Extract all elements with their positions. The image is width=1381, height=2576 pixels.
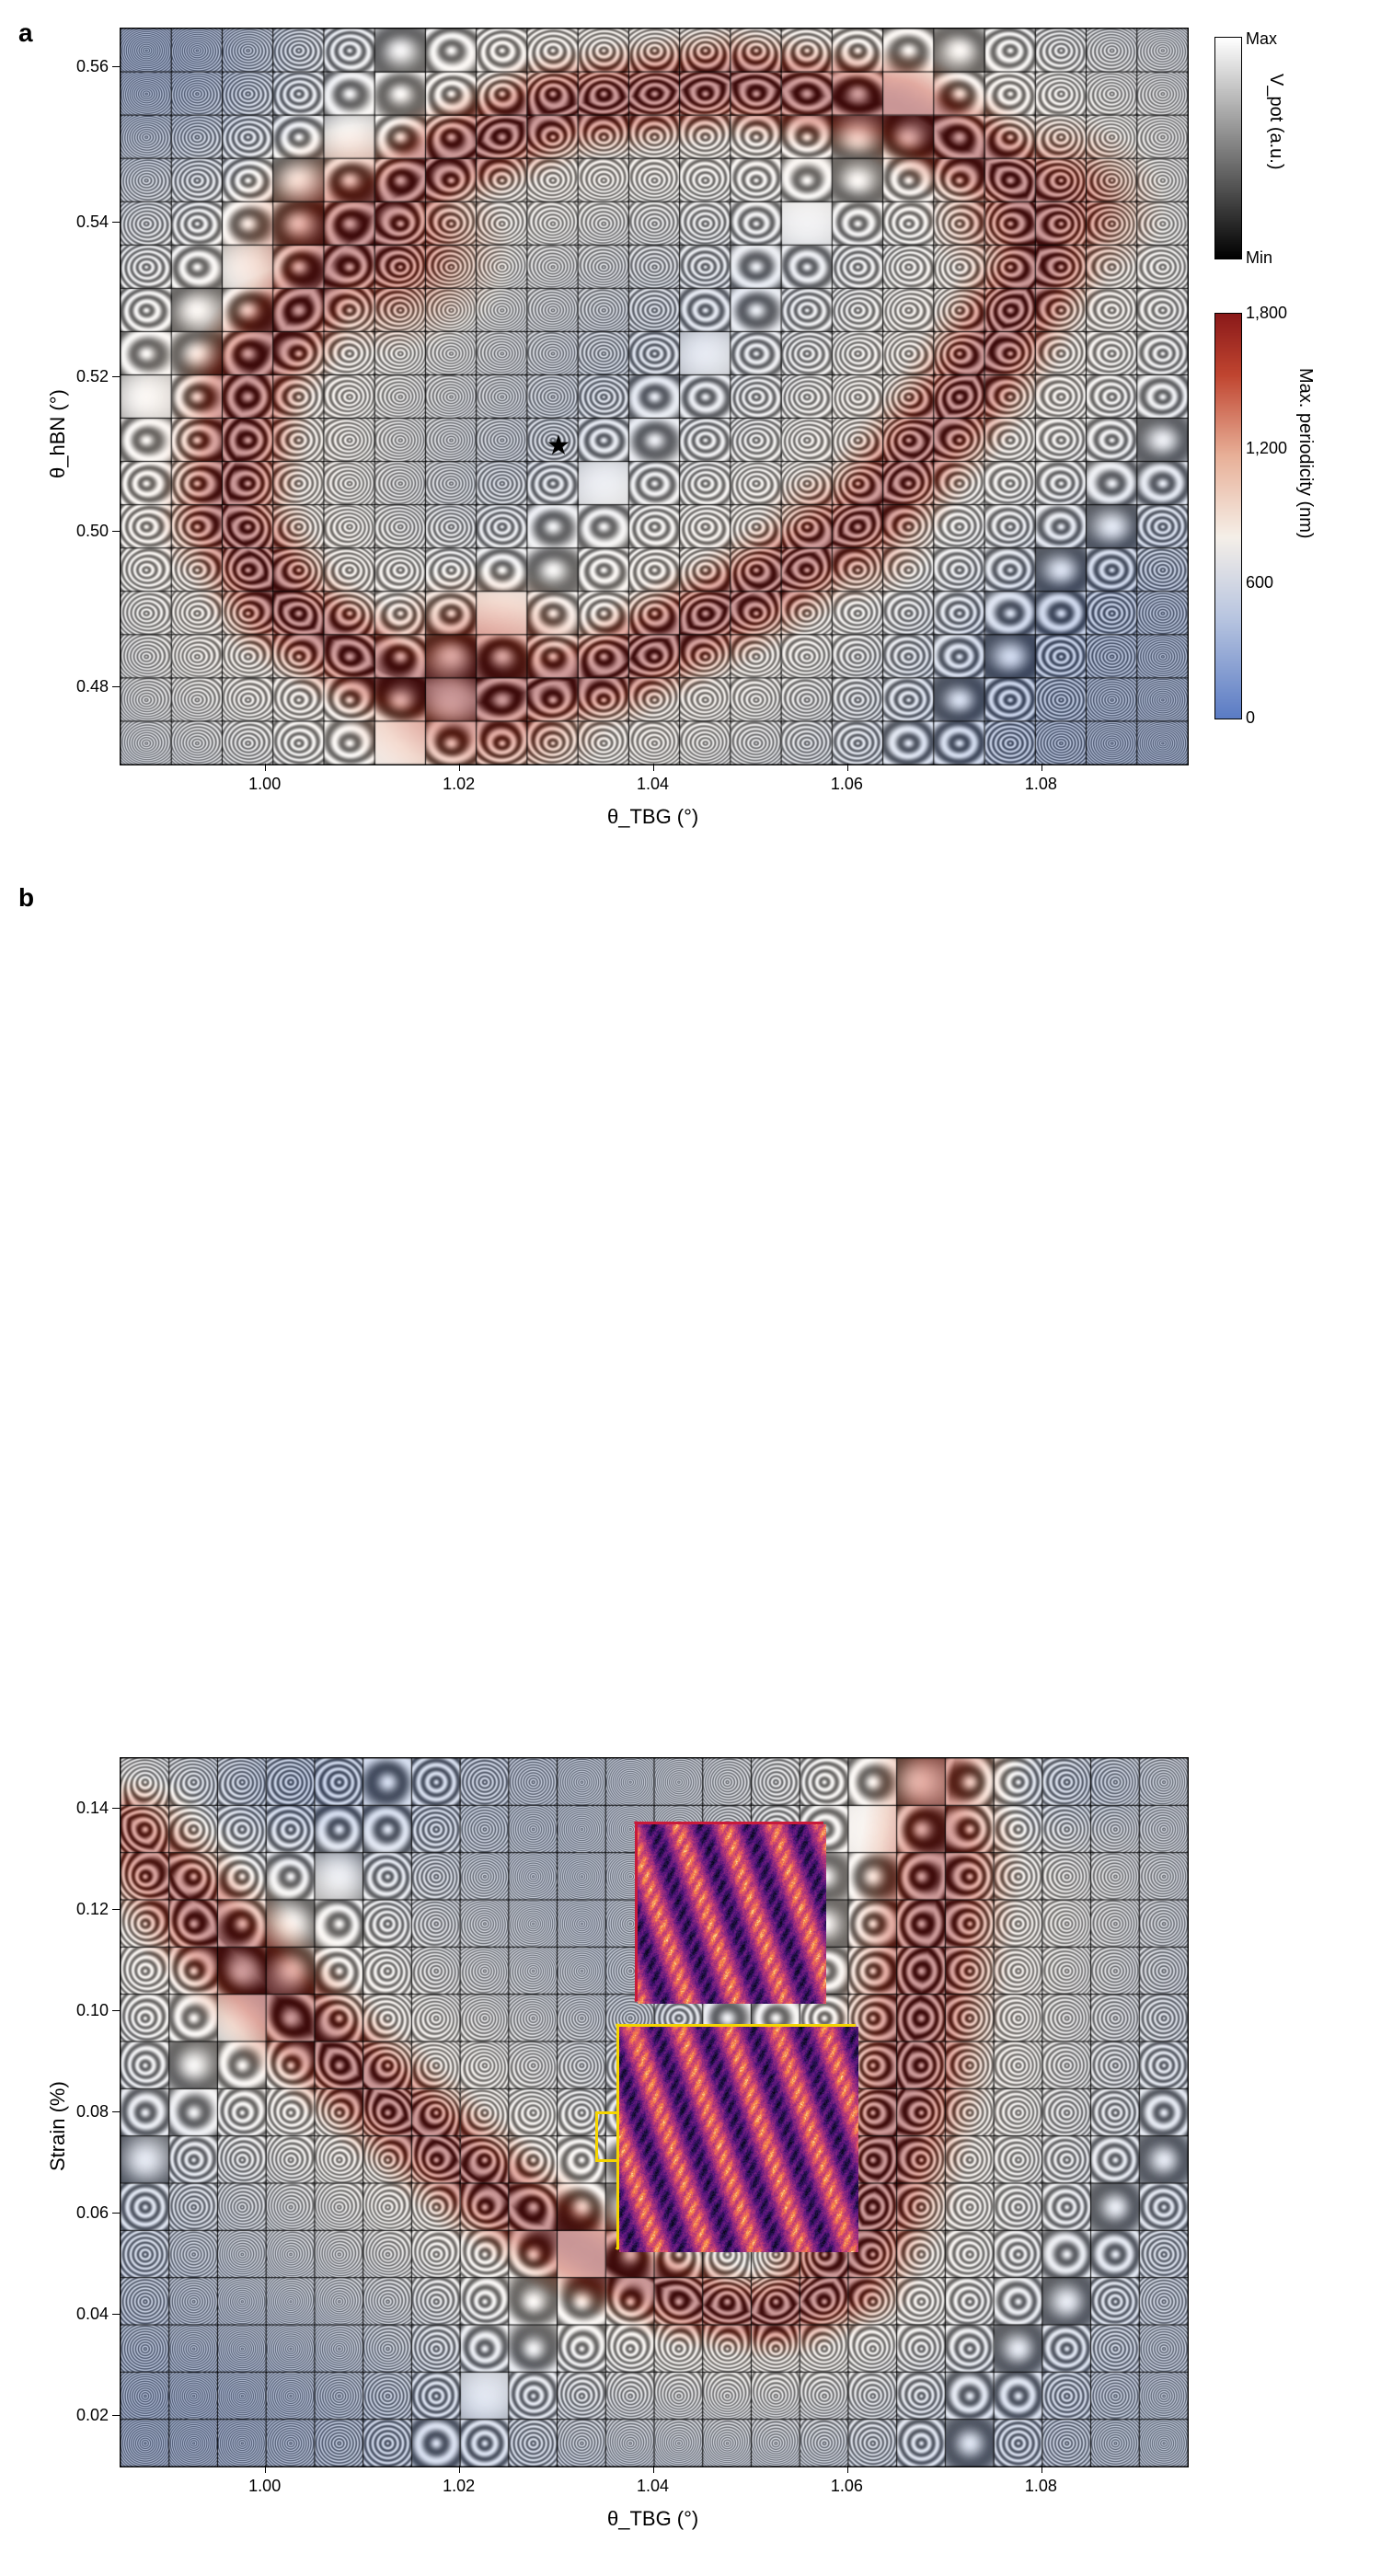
ytick-label: 0.14 (76, 1799, 109, 1818)
cb-periodicity-tick: 0 (1246, 708, 1255, 728)
ytick-label: 0.54 (76, 213, 109, 232)
xlabel-a: θ_TBG (°) (607, 805, 698, 829)
inset-red (635, 1822, 823, 2001)
cb-periodicity-tick: 1,800 (1246, 304, 1287, 323)
inset-yellow-image (619, 2027, 858, 2252)
inset-yellow (616, 2024, 856, 2249)
panel-a: θ_hBN (°) θ_TBG (°) ★ Max Min V_pot (a.u… (18, 18, 1362, 865)
cb-vpot-max: Max (1246, 29, 1277, 49)
ylabel-b-text: Strain (%) (46, 2081, 69, 2171)
ytick-label: 0.12 (76, 1900, 109, 1919)
colorbar-periodicity: 06001,2001,800 Max. periodicity (nm) (1214, 313, 1240, 719)
xtick-label: 1.08 (1025, 2477, 1057, 2496)
xtick-label: 1.06 (831, 2477, 863, 2496)
ylabel-a-text: θ_hBN (°) (46, 389, 69, 478)
colorbar-periodicity-gradient (1214, 313, 1242, 719)
xtick-label: 1.04 (637, 775, 669, 794)
cb-vpot-label: V_pot (a.u.) (1265, 74, 1286, 170)
heatmap-a (120, 28, 1189, 765)
ytick-label: 0.56 (76, 57, 109, 76)
inset-red-image (638, 1824, 826, 2004)
xlabel-b-text: θ_TBG (°) (607, 2507, 698, 2530)
figure: a θ_hBN (°) θ_TBG (°) ★ Max Min V_pot (a… (18, 18, 1362, 1693)
cb-vpot-min: Min (1246, 248, 1272, 268)
xtick-label: 1.06 (831, 775, 863, 794)
ytick-label: 0.50 (76, 522, 109, 541)
ytick-label: 0.52 (76, 367, 109, 386)
cb-periodicity-tick: 1,200 (1246, 439, 1287, 458)
colorbar-vpot: Max Min V_pot (a.u.) (1214, 37, 1240, 259)
xlabel-a-text: θ_TBG (°) (607, 805, 698, 828)
ytick-label: 0.08 (76, 2102, 109, 2122)
ytick-label: 0.48 (76, 677, 109, 696)
colorbar-vpot-gradient (1214, 37, 1242, 259)
ylabel-b: Strain (%) (46, 2081, 70, 2171)
xtick-label: 1.02 (443, 775, 475, 794)
xtick-label: 1.04 (637, 2477, 669, 2496)
panel-b: Strain (%) θ_TBG (°) 1.00 1.02 1.04 1.06 1.0… (18, 1748, 1362, 2576)
ytick-label: 0.04 (76, 2305, 109, 2324)
xtick-label: 1.02 (443, 2477, 475, 2496)
xtick-label: 1.00 (248, 2477, 281, 2496)
cb-periodicity-label: Max. periodicity (nm) (1295, 368, 1316, 539)
xtick-label: 1.08 (1025, 775, 1057, 794)
ylabel-a: θ_hBN (°) (46, 389, 70, 478)
cb-periodicity-tick: 600 (1246, 573, 1273, 592)
star-marker: ★ (547, 430, 571, 462)
xlabel-b: θ_TBG (°) (607, 2507, 698, 2531)
ytick-label: 0.06 (76, 2203, 109, 2223)
panel-label-b: b (18, 883, 34, 913)
ytick-label: 0.02 (76, 2406, 109, 2425)
xtick-label: 1.00 (248, 775, 281, 794)
ytick-label: 0.10 (76, 2001, 109, 2020)
